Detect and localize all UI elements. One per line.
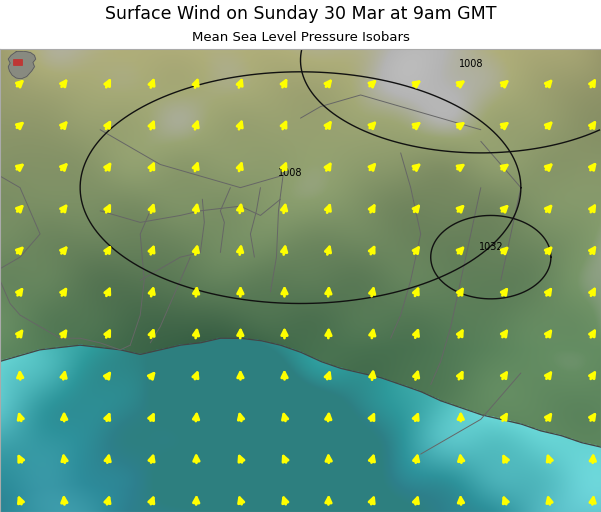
Text: 1032: 1032: [478, 242, 503, 252]
Text: Mean Sea Level Pressure Isobars: Mean Sea Level Pressure Isobars: [192, 31, 409, 45]
Polygon shape: [8, 51, 35, 79]
Bar: [13, 59, 22, 65]
Text: Surface Wind on Sunday 30 Mar at 9am GMT: Surface Wind on Sunday 30 Mar at 9am GMT: [105, 5, 496, 23]
Text: 1008: 1008: [278, 168, 303, 178]
Text: 1008: 1008: [459, 59, 483, 69]
